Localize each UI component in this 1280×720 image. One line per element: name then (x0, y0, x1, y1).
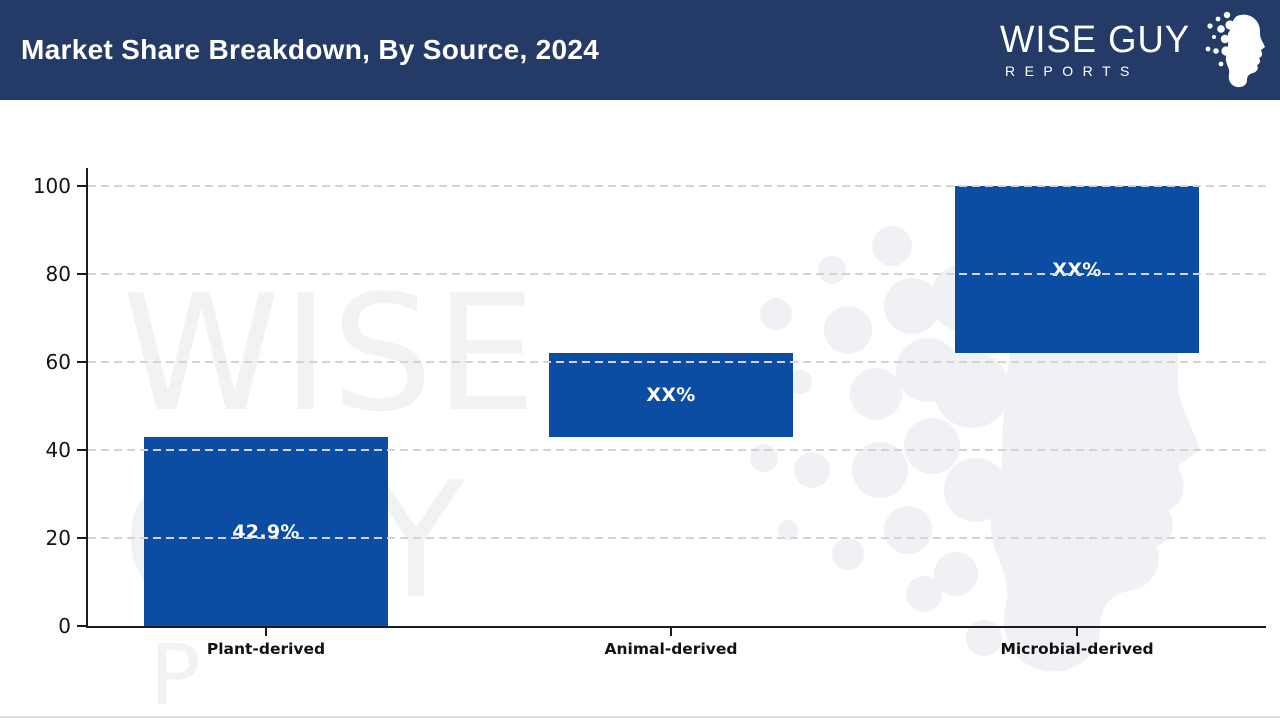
x-category-label: Animal-derived (604, 640, 738, 658)
gridline (88, 273, 1266, 275)
x-category-label: Plant-derived (206, 640, 326, 658)
y-tick-mark (77, 537, 86, 539)
logo-head-icon (1205, 11, 1265, 88)
bar-plant-derived: 42.9% (144, 437, 388, 626)
page-title: Market Share Breakdown, By Source, 2024 (21, 34, 600, 65)
logo-text: WISE GUY REPORTS (1000, 21, 1198, 79)
x-category-label: Microbial-derived (1000, 640, 1154, 658)
y-tick-mark (77, 273, 86, 275)
x-tick-mark (670, 628, 672, 636)
y-tick-label: 0 (58, 614, 71, 638)
x-tick-mark (1076, 628, 1078, 636)
gridline (88, 361, 1266, 363)
x-axis-line (86, 626, 1266, 628)
gridline (88, 449, 1266, 451)
y-tick-label: 40 (45, 438, 71, 462)
bar-microbial-derived: XX% (955, 186, 1199, 354)
bar-value-label: XX% (1052, 258, 1102, 281)
logo: WISE GUY REPORTS (1000, 8, 1268, 92)
logo-wordmark: WISE GUY (999, 19, 1191, 61)
y-tick-mark (77, 185, 86, 187)
gridline (88, 185, 1266, 187)
y-tick-mark (77, 449, 86, 451)
y-tick-label: 100 (32, 174, 71, 198)
y-tick-label: 20 (45, 526, 71, 550)
bar-value-label: 42.9% (232, 520, 300, 543)
y-tick-mark (77, 625, 86, 627)
x-tick-mark (265, 628, 267, 636)
chart: WISE GUY R E P O R T S 0 20 40 60 80 100… (0, 100, 1280, 720)
y-tick-label: 60 (45, 350, 71, 374)
bar-value-label: XX% (646, 384, 696, 407)
y-axis-line (86, 168, 88, 628)
y-tick-label: 80 (45, 262, 71, 286)
bottom-divider (0, 716, 1280, 718)
gridline (88, 537, 1266, 539)
header: Market Share Breakdown, By Source, 2024 … (0, 0, 1280, 100)
bar-animal-derived: XX% (549, 353, 793, 438)
logo-subtitle: REPORTS (1004, 63, 1139, 79)
y-tick-mark (77, 361, 86, 363)
